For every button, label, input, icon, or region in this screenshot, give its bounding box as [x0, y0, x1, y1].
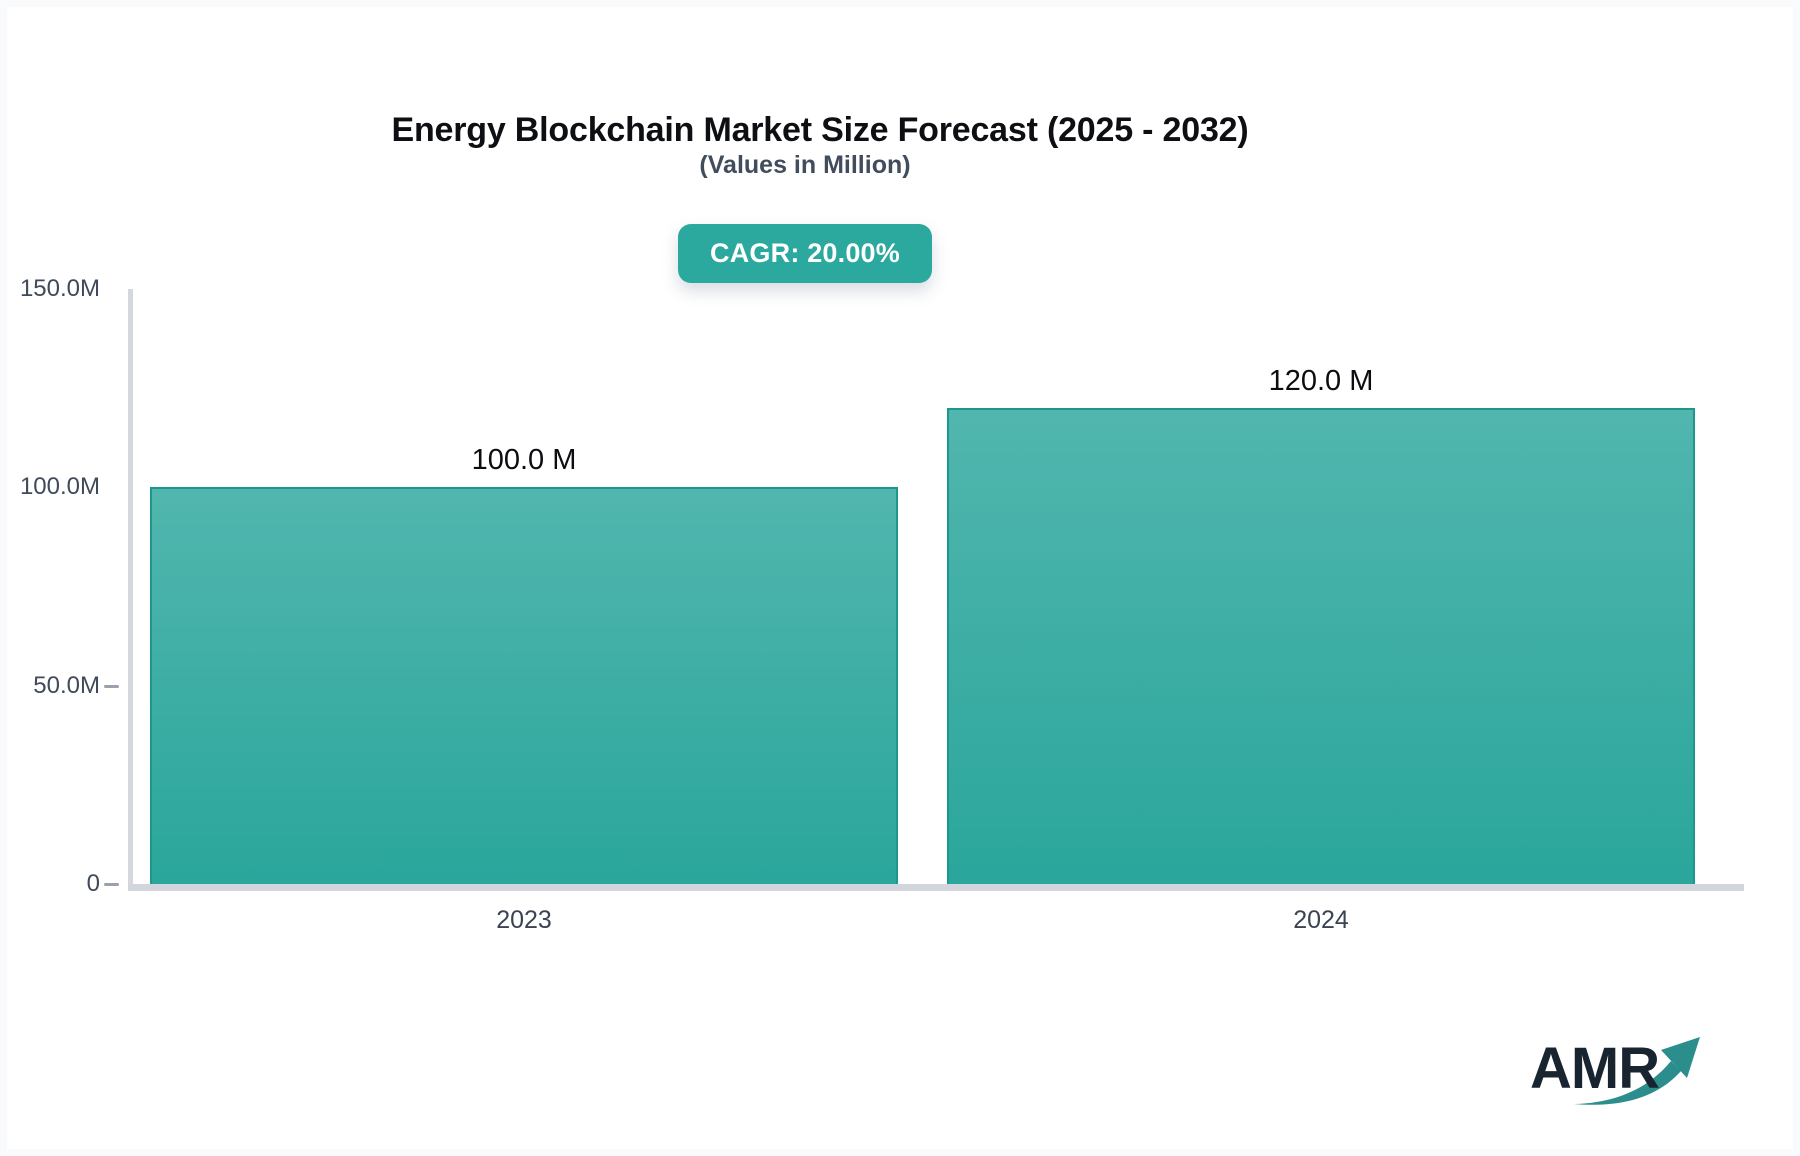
amr-logo-graphic: AMR: [1530, 1036, 1700, 1105]
amr-logo-arrowhead-icon: [1661, 1037, 1700, 1078]
x-category-label-2024: 2024: [1293, 906, 1349, 934]
amr-logo: AMR: [1528, 1028, 1713, 1113]
amr-logo-swoosh-icon: [1574, 1061, 1681, 1105]
chart-subtitle: (Values in Million): [699, 151, 911, 179]
bar-2024: [947, 408, 1695, 884]
chart-title: Energy Blockchain Market Size Forecast (…: [391, 111, 1249, 149]
y-tick-label-150.0M: 150.0M: [19, 275, 100, 302]
amr-logo-text: AMR: [1530, 1036, 1659, 1101]
y-tick-label-0: 0: [86, 870, 100, 897]
y-tick-dash-50.0M: [104, 684, 119, 688]
x-axis-line: [128, 884, 1744, 891]
x-category-label-2023: 2023: [496, 906, 552, 934]
y-tick-label-50.0M: 50.0M: [33, 671, 100, 699]
cagr-badge: CAGR: 20.00%: [678, 224, 932, 283]
y-axis-line: [128, 289, 133, 891]
cagr-badge-label: CAGR: 20.00%: [710, 238, 900, 268]
y-tick-dash-0: [104, 883, 119, 886]
bar-value-label-2024: 120.0 M: [1268, 365, 1374, 397]
y-tick-label-100.0M: 100.0M: [19, 473, 100, 501]
bar-2023: [150, 487, 898, 884]
bar-value-label-2023: 100.0 M: [471, 444, 577, 477]
